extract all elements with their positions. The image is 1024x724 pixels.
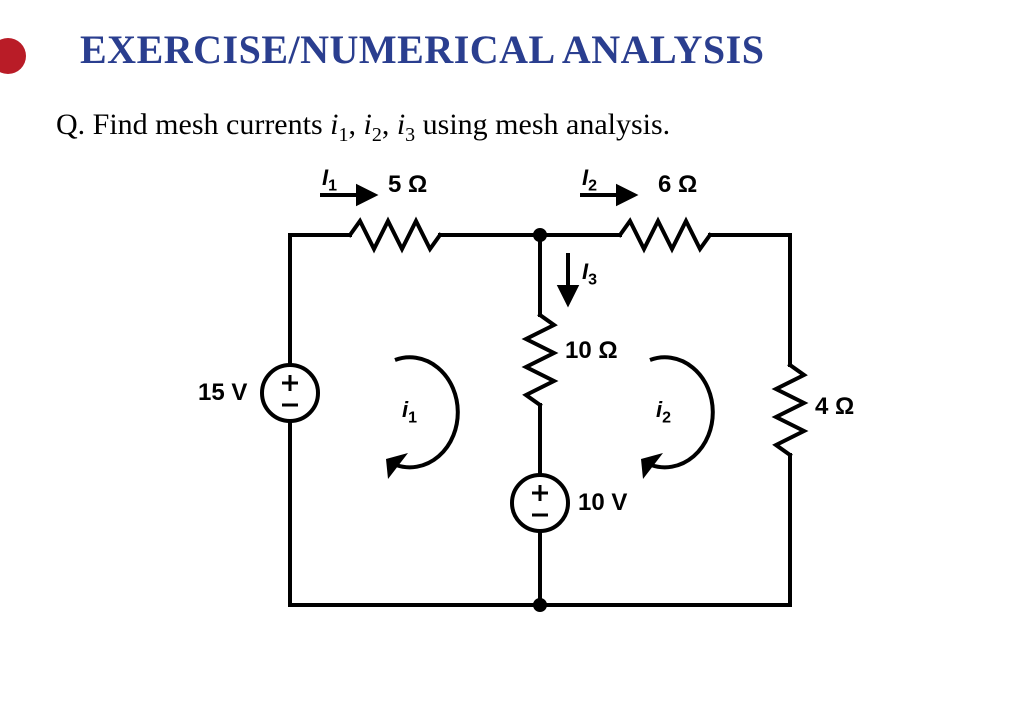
label-v-middle: 10 V [578, 489, 627, 517]
label-I1: I1 [322, 165, 337, 195]
label-mesh-i1: i1 [402, 397, 417, 427]
var-i3: i3 [397, 108, 415, 141]
circuit-svg [180, 165, 880, 685]
label-mesh-i2: i2 [656, 397, 671, 427]
header-bullet [0, 38, 26, 74]
label-r-middle: 10 Ω [565, 337, 618, 365]
question-text: Q. Find mesh currents i1, i2, i3 using m… [56, 108, 670, 147]
label-I3: I3 [582, 259, 597, 289]
var-i1: i1 [330, 108, 348, 141]
label-r-top-left: 5 Ω [388, 171, 427, 199]
question-suffix: using mesh analysis. [423, 108, 671, 141]
label-I2: I2 [582, 165, 597, 195]
label-r-right: 4 Ω [815, 393, 854, 421]
question-prefix: Q. Find mesh currents [56, 108, 330, 141]
label-r-top-right: 6 Ω [658, 171, 697, 199]
page-title: EXERCISE/NUMERICAL ANALYSIS [80, 26, 764, 73]
var-i2: i2 [363, 108, 381, 141]
circuit-diagram: 5 Ω 6 Ω 10 Ω 4 Ω 15 V 10 V I1 I2 I3 i1 i… [180, 165, 880, 685]
label-v-left: 15 V [198, 379, 247, 407]
